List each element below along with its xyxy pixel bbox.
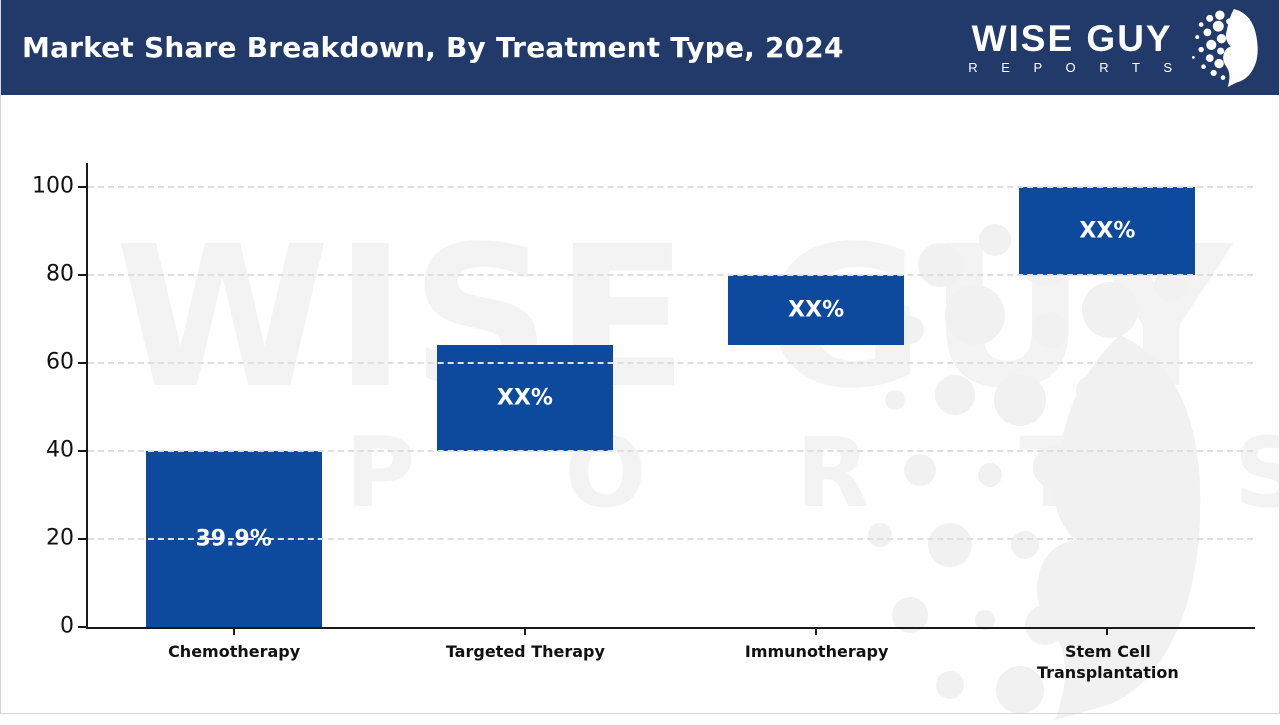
logo-subtitle: R E P O R T S: [968, 60, 1182, 75]
y-tick-label: 100: [32, 173, 74, 199]
y-tick-mark: [78, 274, 86, 276]
page-title: Market Share Breakdown, By Treatment Typ…: [22, 31, 844, 64]
bar-value-label: 39.9%: [195, 526, 272, 552]
y-tick-mark: [78, 538, 86, 540]
gridline: [88, 538, 1253, 540]
header-bar: Market Share Breakdown, By Treatment Typ…: [0, 0, 1280, 95]
logo-text: WISE GUY R E P O R T S: [962, 20, 1182, 75]
bar: [728, 275, 905, 346]
chart-area: WISE GUY P O R T S 0 20 40 60 80 100 39.9% Chem…: [0, 95, 1280, 720]
plot-region: 0 20 40 60 80 100 39.9% Chemotherapy XX% Targeted…: [0, 95, 1280, 720]
x-tick-mark: [232, 627, 235, 635]
x-axis-line: [86, 627, 1255, 629]
y-tick-label: 60: [46, 349, 74, 375]
bar-value-label: XX%: [788, 297, 845, 323]
y-tick-label: 0: [60, 613, 74, 639]
y-tick-label: 20: [46, 525, 74, 551]
y-tick-mark: [78, 362, 86, 364]
y-tick-mark: [78, 186, 86, 188]
y-tick-label: 40: [46, 437, 74, 463]
gridline: [88, 274, 1253, 276]
y-axis-line: [86, 163, 88, 627]
y-tick-label: 80: [46, 261, 74, 287]
gridline: [88, 186, 1253, 188]
bar-value-label: XX%: [496, 385, 553, 411]
logo-wordmark: WISE GUY: [971, 18, 1173, 59]
y-tick-mark: [78, 626, 86, 628]
x-tick-mark: [523, 627, 526, 635]
gridline: [88, 362, 1253, 364]
x-axis-category-label: Targeted Therapy: [445, 642, 605, 661]
gridline: [88, 450, 1253, 452]
bar-value-label: XX%: [1079, 218, 1136, 244]
wise-guy-reports-logo: WISE GUY R E P O R T S: [962, 7, 1262, 89]
x-axis-category-label: Immunotherapy: [744, 642, 889, 661]
logo-face-icon: [1191, 8, 1258, 87]
x-tick-mark: [1106, 627, 1109, 635]
x-axis-category-label: Chemotherapy: [168, 642, 301, 661]
x-axis-category-label: Stem Cell Transplantation: [1036, 642, 1179, 682]
x-tick-mark: [815, 627, 818, 635]
bar: [1019, 187, 1196, 275]
y-tick-mark: [78, 450, 86, 452]
